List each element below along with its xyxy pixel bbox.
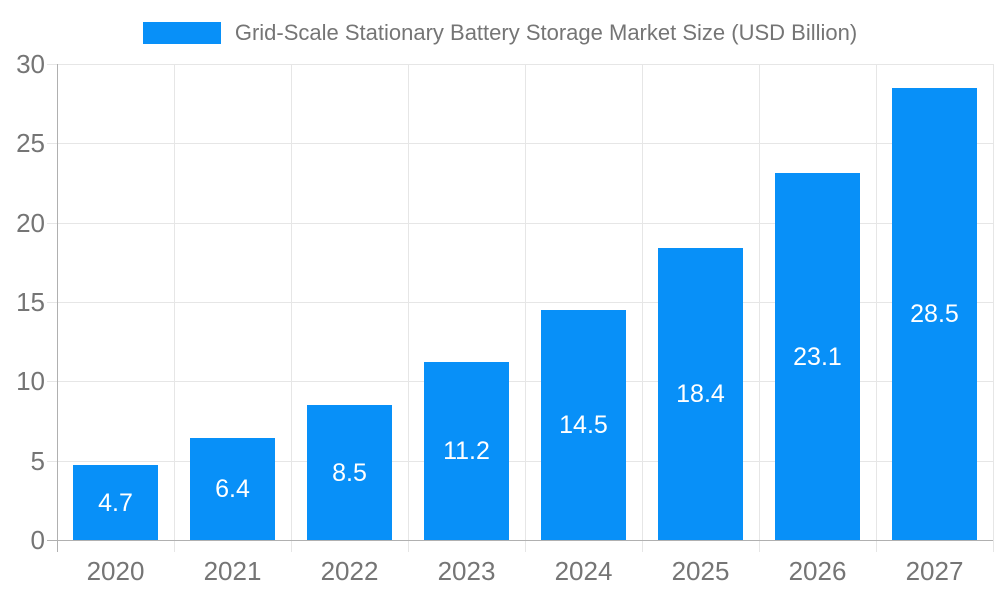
y-tick-label: 0	[30, 525, 45, 555]
bar	[424, 362, 509, 540]
y-gridline	[47, 461, 993, 462]
bar-value-label: 18.4	[676, 380, 725, 408]
y-gridline	[47, 223, 993, 224]
x-tick-label: 2025	[671, 556, 730, 586]
x-gridline	[759, 64, 760, 540]
x-tick	[525, 540, 526, 552]
x-gridline	[525, 64, 526, 540]
y-gridline	[47, 64, 993, 65]
chart-title: Grid-Scale Stationary Battery Storage Ma…	[234, 20, 858, 45]
y-tick-label: 5	[30, 446, 45, 476]
x-tick	[57, 540, 58, 552]
x-tick	[876, 540, 877, 552]
bar-value-label: 11.2	[443, 437, 490, 465]
y-tick-label: 15	[16, 287, 45, 317]
bar-value-label: 23.1	[793, 343, 842, 371]
bar	[775, 173, 860, 540]
bar	[307, 405, 392, 540]
bar	[73, 465, 158, 540]
x-gridline	[993, 64, 994, 540]
x-gridline	[291, 64, 292, 540]
bar	[892, 88, 977, 540]
bar-value-label: 28.5	[910, 300, 959, 328]
x-tick	[174, 540, 175, 552]
y-axis-line	[57, 64, 58, 541]
bar	[190, 438, 275, 540]
y-gridline	[47, 302, 993, 303]
x-tick	[993, 540, 994, 552]
y-gridline	[47, 381, 993, 382]
x-tick-label: 2022	[320, 556, 379, 586]
x-tick-label: 2023	[437, 556, 496, 586]
x-tick-label: 2020	[86, 556, 145, 586]
y-tick-label: 10	[16, 366, 45, 396]
bar-value-label: 4.7	[98, 489, 133, 517]
x-gridline	[174, 64, 175, 540]
y-tick-label: 25	[16, 128, 45, 158]
x-gridline	[642, 64, 643, 540]
y-tick-label: 30	[16, 49, 45, 79]
x-tick-label: 2026	[788, 556, 847, 586]
x-tick	[642, 540, 643, 552]
x-tick-label: 2027	[905, 556, 964, 586]
x-gridline	[876, 64, 877, 540]
bar	[541, 310, 626, 540]
x-tick	[291, 540, 292, 552]
x-tick-label: 2024	[554, 556, 613, 586]
x-tick	[759, 540, 760, 552]
bar-value-label: 6.4	[215, 475, 250, 503]
bar	[658, 248, 743, 540]
x-tick-label: 2021	[203, 556, 262, 586]
bar-value-label: 8.5	[332, 459, 367, 487]
bar-value-label: 14.5	[559, 411, 608, 439]
legend-swatch	[142, 22, 221, 44]
x-tick	[408, 540, 409, 552]
y-tick-label: 20	[16, 208, 45, 238]
y-gridline	[47, 143, 993, 144]
x-gridline	[408, 64, 409, 540]
chart-legend: Grid-Scale Stationary Battery Storage Ma…	[0, 18, 1000, 48]
x-axis-line	[47, 540, 993, 541]
